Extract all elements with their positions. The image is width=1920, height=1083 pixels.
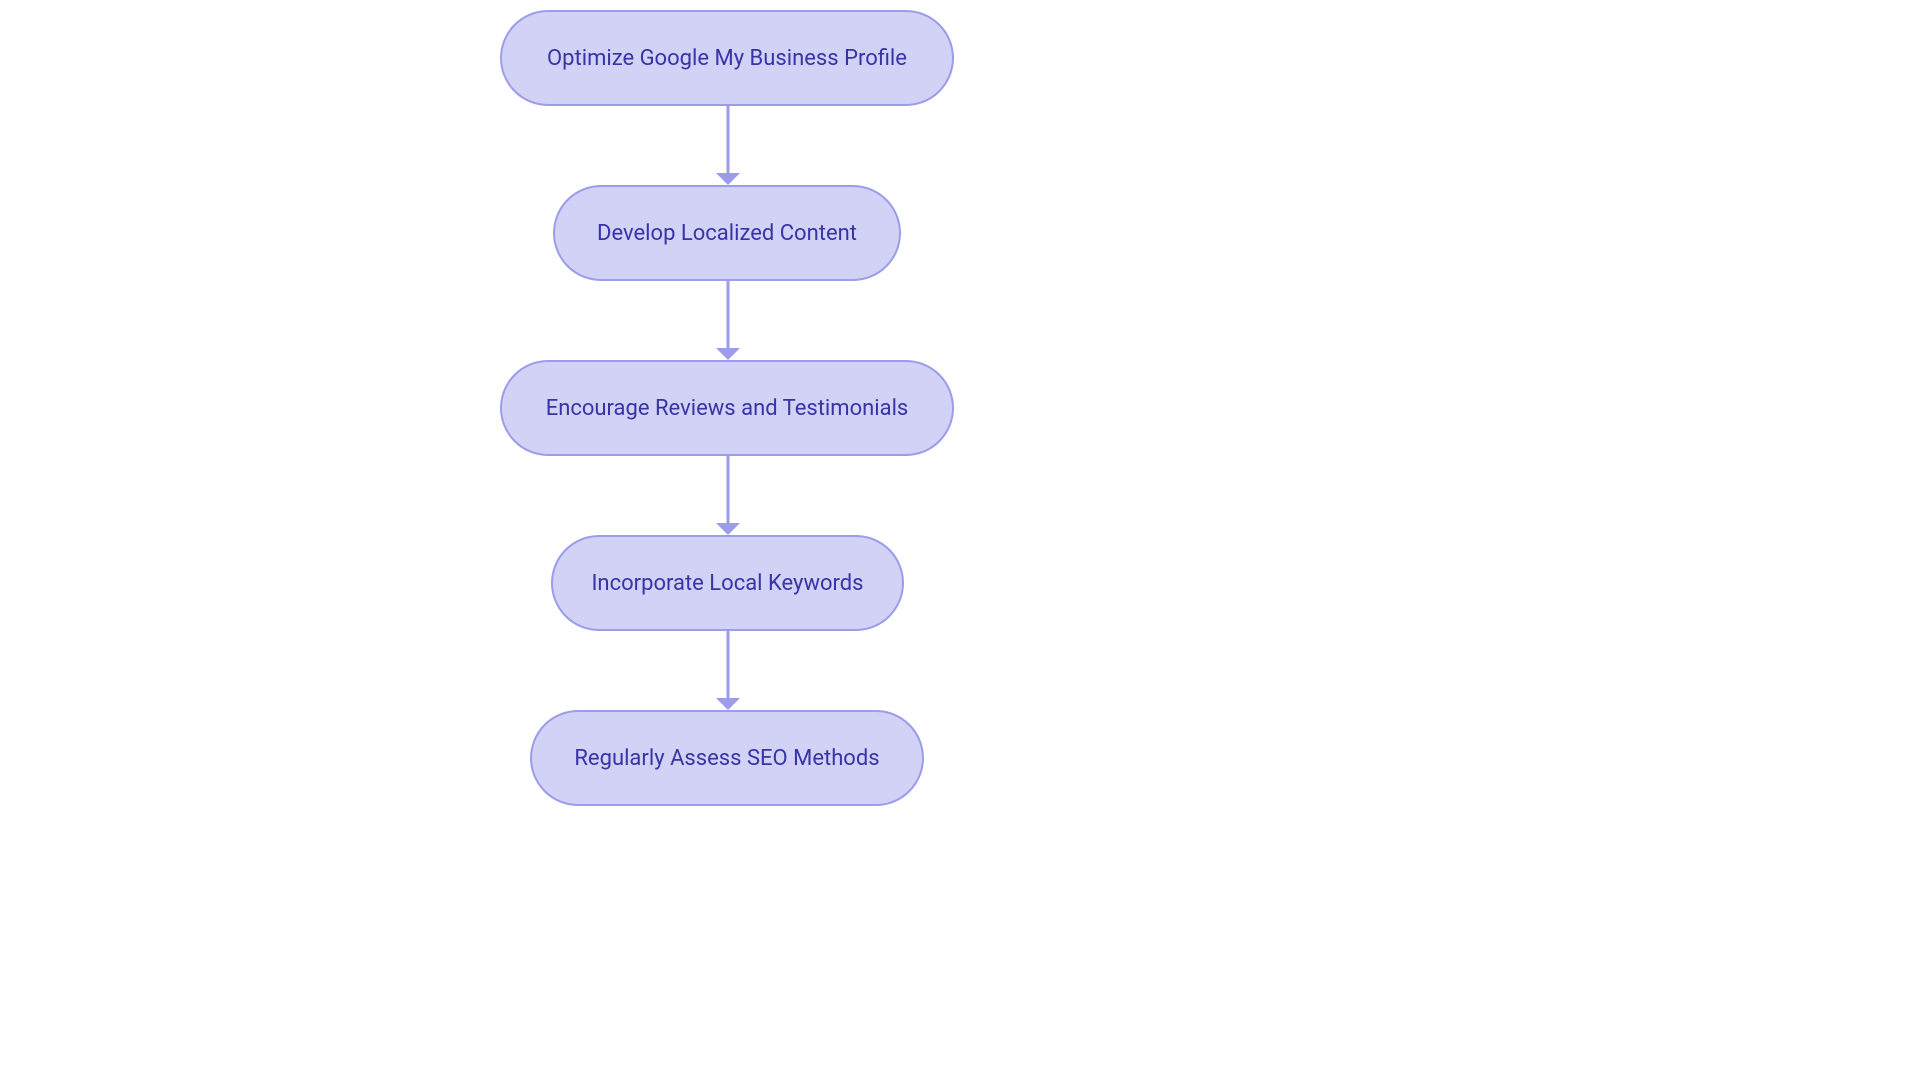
node-label: Develop Localized Content <box>597 221 857 246</box>
node-label: Incorporate Local Keywords <box>591 571 863 596</box>
node-label: Optimize Google My Business Profile <box>547 46 907 71</box>
flowchart-node: Incorporate Local Keywords <box>551 535 904 631</box>
arrowhead-icon <box>716 173 740 185</box>
flowchart-node: Develop Localized Content <box>553 185 901 281</box>
arrowhead-icon <box>716 348 740 360</box>
flowchart-edge <box>727 281 730 348</box>
arrowhead-icon <box>716 698 740 710</box>
node-label: Encourage Reviews and Testimonials <box>546 396 909 421</box>
flowchart-node: Regularly Assess SEO Methods <box>530 710 924 806</box>
flowchart-edge <box>727 106 730 173</box>
flowchart-edge <box>727 631 730 698</box>
arrowhead-icon <box>716 523 740 535</box>
flowchart-edge <box>727 456 730 523</box>
flowchart-canvas: Optimize Google My Business Profile Deve… <box>0 0 1920 1083</box>
node-label: Regularly Assess SEO Methods <box>574 746 879 771</box>
flowchart-node: Optimize Google My Business Profile <box>500 10 954 106</box>
flowchart-node: Encourage Reviews and Testimonials <box>500 360 954 456</box>
